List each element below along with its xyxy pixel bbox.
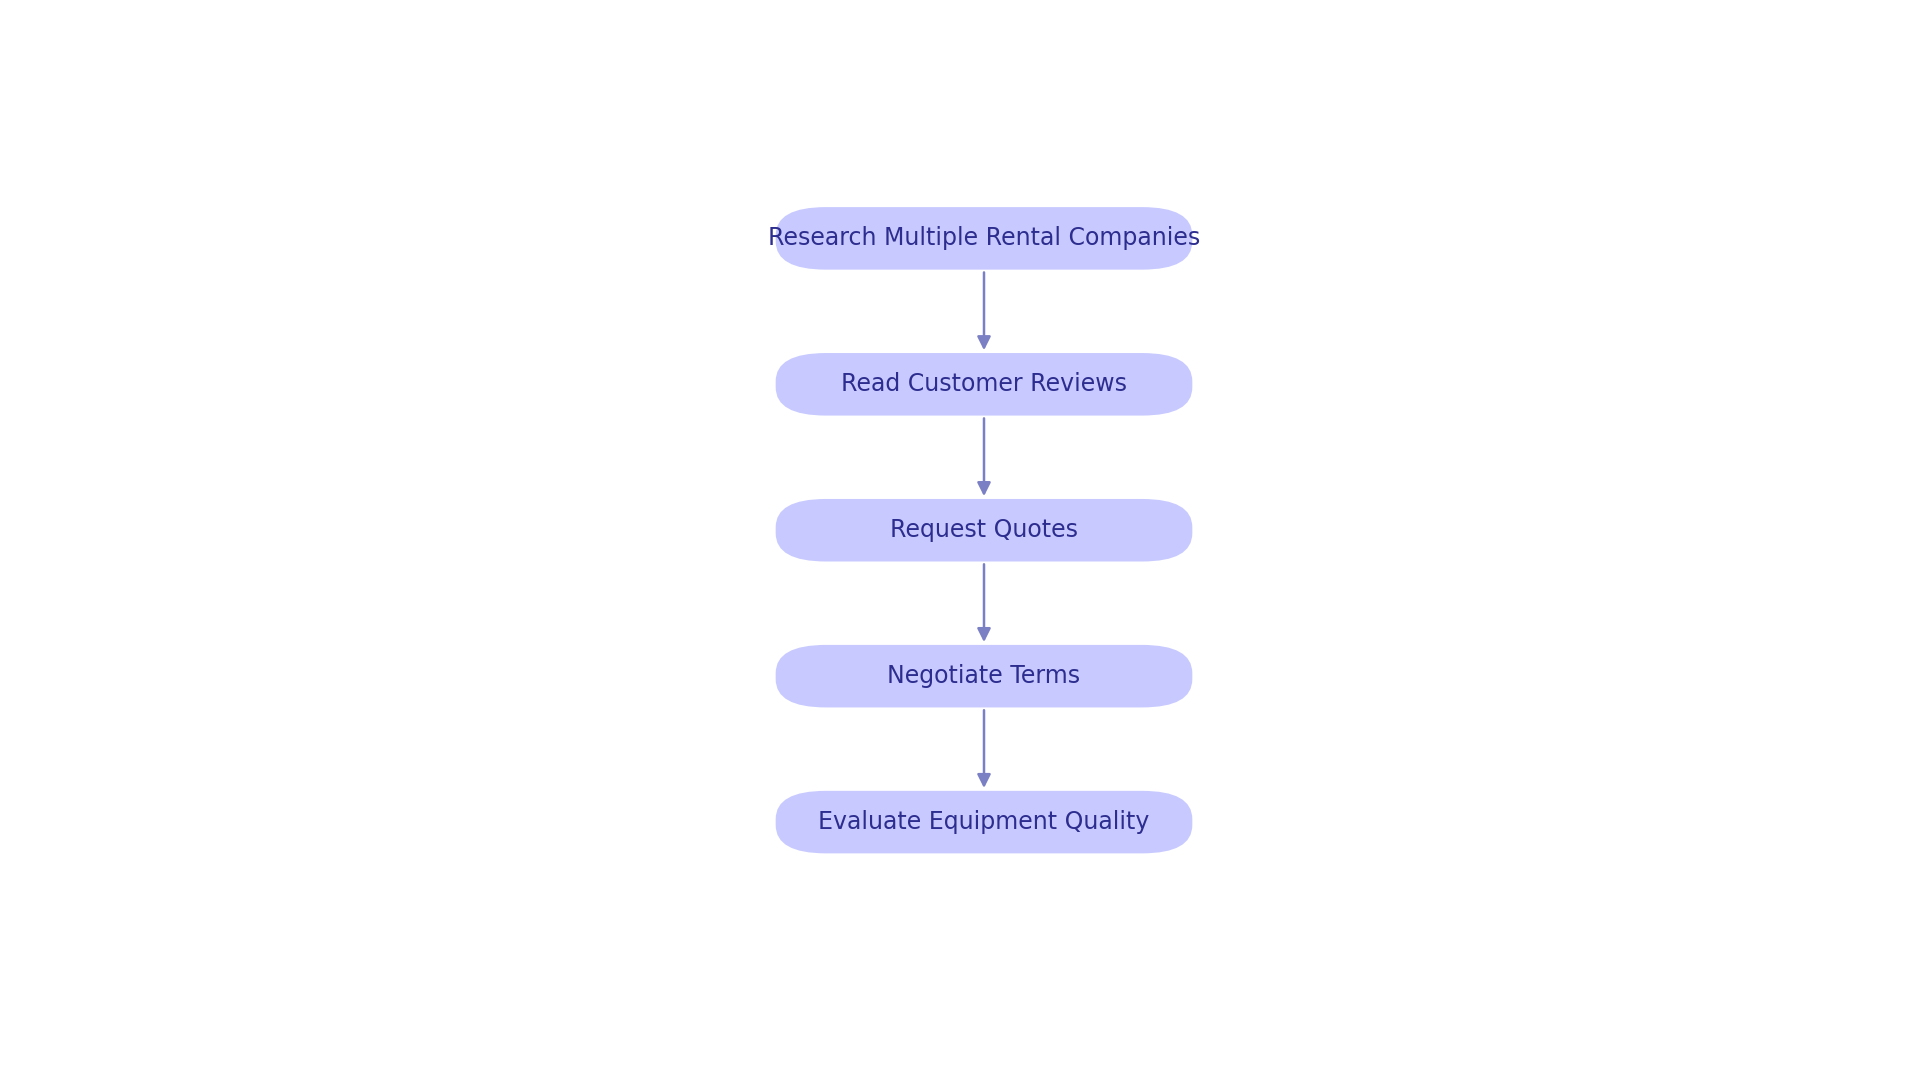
Text: Evaluate Equipment Quality: Evaluate Equipment Quality	[818, 810, 1150, 834]
FancyBboxPatch shape	[776, 499, 1192, 561]
Text: Negotiate Terms: Negotiate Terms	[887, 664, 1081, 688]
Text: Read Customer Reviews: Read Customer Reviews	[841, 373, 1127, 396]
Text: Research Multiple Rental Companies: Research Multiple Rental Companies	[768, 226, 1200, 250]
FancyBboxPatch shape	[776, 644, 1192, 707]
FancyBboxPatch shape	[776, 791, 1192, 853]
Text: Request Quotes: Request Quotes	[891, 519, 1077, 543]
FancyBboxPatch shape	[776, 353, 1192, 416]
FancyBboxPatch shape	[776, 207, 1192, 270]
